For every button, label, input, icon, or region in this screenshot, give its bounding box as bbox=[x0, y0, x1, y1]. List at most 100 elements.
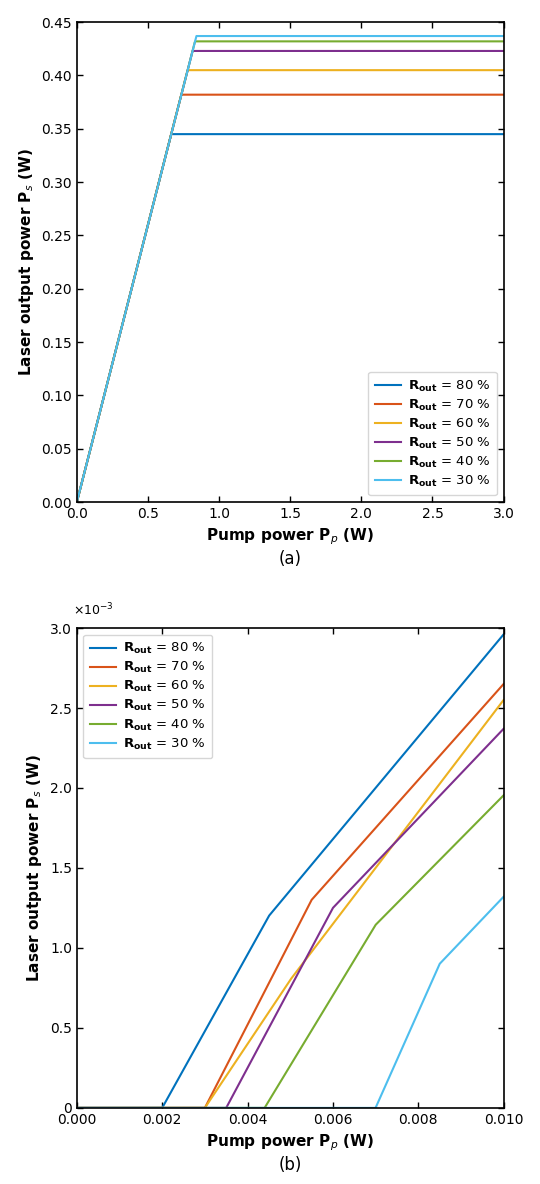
$\mathbf{R_{out}}$ = 80 % bbox=[415, 127, 421, 141]
Line: $\mathbf{R_{out}}$ = 60 %: $\mathbf{R_{out}}$ = 60 % bbox=[77, 70, 504, 502]
$\mathbf{R_{out}}$ = 80 % bbox=[247, 127, 253, 141]
$\mathbf{R_{out}}$ = 60 % bbox=[73, 495, 80, 509]
$\mathbf{R_{out}}$ = 30 % bbox=[193, 28, 200, 43]
$\mathbf{R_{out}}$ = 70 % bbox=[281, 946, 288, 960]
$\mathbf{R_{out}}$ = 40 % bbox=[410, 880, 416, 894]
Line: $\mathbf{R_{out}}$ = 80 %: $\mathbf{R_{out}}$ = 80 % bbox=[77, 134, 504, 502]
$\mathbf{R_{out}}$ = 50 % bbox=[407, 44, 413, 58]
$\mathbf{R_{out}}$ = 50 % bbox=[190, 44, 196, 58]
$\mathbf{R_{out}}$ = 40 % bbox=[117, 326, 124, 340]
$\mathbf{R_{out}}$ = 70 % bbox=[247, 88, 253, 102]
$\mathbf{R_{out}}$ = 30 % bbox=[73, 495, 80, 509]
$\mathbf{R_{out}}$ = 40 % bbox=[501, 34, 507, 49]
$\mathbf{R_{out}}$ = 30 % bbox=[270, 1101, 276, 1115]
$\mathbf{R_{out}}$ = 50 % bbox=[410, 817, 416, 831]
Y-axis label: Laser output power P$_{s}$ (W): Laser output power P$_{s}$ (W) bbox=[25, 754, 44, 982]
$\mathbf{R_{out}}$ = 50 % bbox=[415, 44, 421, 58]
Line: $\mathbf{R_{out}}$ = 30 %: $\mathbf{R_{out}}$ = 30 % bbox=[77, 36, 504, 502]
$\mathbf{R_{out}}$ = 80 % bbox=[96, 1101, 102, 1115]
$\mathbf{R_{out}}$ = 50 % bbox=[367, 44, 374, 58]
$\mathbf{R_{out}}$ = 70 % bbox=[367, 88, 374, 102]
$\mathbf{R_{out}}$ = 50 % bbox=[73, 1101, 80, 1115]
$\mathbf{R_{out}}$ = 60 % bbox=[96, 1101, 102, 1115]
$\mathbf{R_{out}}$ = 60 % bbox=[501, 63, 507, 77]
Line: $\mathbf{R_{out}}$ = 60 %: $\mathbf{R_{out}}$ = 60 % bbox=[77, 700, 504, 1108]
$\mathbf{R_{out}}$ = 80 % bbox=[407, 127, 413, 141]
$\mathbf{R_{out}}$ = 30 % bbox=[281, 1101, 288, 1115]
$\mathbf{R_{out}}$ = 40 % bbox=[407, 34, 413, 49]
$\mathbf{R_{out}}$ = 50 % bbox=[262, 44, 268, 58]
$\mathbf{R_{out}}$ = 30 % bbox=[407, 28, 413, 43]
$\mathbf{R_{out}}$ = 40 % bbox=[367, 34, 374, 49]
$\mathbf{R_{out}}$ = 70 % bbox=[410, 779, 416, 793]
Line: $\mathbf{R_{out}}$ = 40 %: $\mathbf{R_{out}}$ = 40 % bbox=[77, 796, 504, 1108]
$\mathbf{R_{out}}$ = 60 % bbox=[73, 1101, 80, 1115]
$\mathbf{R_{out}}$ = 60 % bbox=[501, 693, 507, 707]
Line: $\mathbf{R_{out}}$ = 70 %: $\mathbf{R_{out}}$ = 70 % bbox=[77, 684, 504, 1108]
$\mathbf{R_{out}}$ = 30 % bbox=[410, 1017, 416, 1031]
$\mathbf{R_{out}}$ = 70 % bbox=[178, 88, 185, 102]
Line: $\mathbf{R_{out}}$ = 50 %: $\mathbf{R_{out}}$ = 50 % bbox=[77, 729, 504, 1108]
$\mathbf{R_{out}}$ = 80 % bbox=[262, 127, 268, 141]
$\mathbf{R_{out}}$ = 80 % bbox=[168, 127, 174, 141]
Text: $\times 10^{-3}$: $\times 10^{-3}$ bbox=[72, 601, 113, 618]
$\mathbf{R_{out}}$ = 30 % bbox=[367, 28, 374, 43]
Line: $\mathbf{R_{out}}$ = 80 %: $\mathbf{R_{out}}$ = 80 % bbox=[77, 635, 504, 1108]
$\mathbf{R_{out}}$ = 60 % bbox=[117, 326, 124, 340]
$\mathbf{R_{out}}$ = 70 % bbox=[117, 326, 124, 340]
$\mathbf{R_{out}}$ = 80 % bbox=[488, 643, 494, 657]
$\mathbf{R_{out}}$ = 60 % bbox=[367, 63, 374, 77]
$\mathbf{R_{out}}$ = 30 % bbox=[117, 326, 124, 340]
$\mathbf{R_{out}}$ = 70 % bbox=[96, 1101, 102, 1115]
$\mathbf{R_{out}}$ = 70 % bbox=[262, 88, 268, 102]
$\mathbf{R_{out}}$ = 60 % bbox=[415, 63, 421, 77]
X-axis label: Pump power P$_{p}$ (W): Pump power P$_{p}$ (W) bbox=[206, 1132, 374, 1153]
$\mathbf{R_{out}}$ = 70 % bbox=[501, 88, 507, 102]
$\mathbf{R_{out}}$ = 40 % bbox=[73, 1101, 80, 1115]
$\mathbf{R_{out}}$ = 40 % bbox=[488, 802, 494, 816]
$\mathbf{R_{out}}$ = 30 % bbox=[262, 28, 268, 43]
$\mathbf{R_{out}}$ = 80 % bbox=[410, 736, 416, 751]
$\mathbf{R_{out}}$ = 70 % bbox=[270, 969, 276, 983]
$\mathbf{R_{out}}$ = 40 % bbox=[96, 1101, 102, 1115]
X-axis label: Pump power P$_{p}$ (W): Pump power P$_{p}$ (W) bbox=[206, 527, 374, 547]
$\mathbf{R_{out}}$ = 50 % bbox=[73, 495, 80, 509]
$\mathbf{R_{out}}$ = 60 % bbox=[247, 63, 253, 77]
$\mathbf{R_{out}}$ = 80 % bbox=[281, 890, 288, 905]
$\mathbf{R_{out}}$ = 70 % bbox=[73, 495, 80, 509]
Text: (a): (a) bbox=[279, 551, 302, 568]
$\mathbf{R_{out}}$ = 70 % bbox=[73, 1101, 80, 1115]
$\mathbf{R_{out}}$ = 40 % bbox=[270, 1087, 276, 1101]
$\mathbf{R_{out}}$ = 80 % bbox=[367, 127, 374, 141]
$\mathbf{R_{out}}$ = 30 % bbox=[73, 1101, 80, 1115]
$\mathbf{R_{out}}$ = 80 % bbox=[501, 127, 507, 141]
$\mathbf{R_{out}}$ = 60 % bbox=[407, 63, 413, 77]
$\mathbf{R_{out}}$ = 40 % bbox=[281, 1068, 288, 1082]
$\mathbf{R_{out}}$ = 30 % bbox=[96, 1101, 102, 1115]
$\mathbf{R_{out}}$ = 70 % bbox=[488, 691, 494, 706]
Y-axis label: Laser output power P$_{s}$ (W): Laser output power P$_{s}$ (W) bbox=[17, 148, 36, 377]
$\mathbf{R_{out}}$ = 60 % bbox=[185, 63, 191, 77]
$\mathbf{R_{out}}$ = 60 % bbox=[270, 998, 276, 1012]
Line: $\mathbf{R_{out}}$ = 50 %: $\mathbf{R_{out}}$ = 50 % bbox=[77, 51, 504, 502]
$\mathbf{R_{out}}$ = 60 % bbox=[488, 709, 494, 723]
$\mathbf{R_{out}}$ = 30 % bbox=[501, 889, 507, 903]
$\mathbf{R_{out}}$ = 80 % bbox=[73, 495, 80, 509]
$\mathbf{R_{out}}$ = 50 % bbox=[247, 44, 253, 58]
$\mathbf{R_{out}}$ = 70 % bbox=[415, 88, 421, 102]
$\mathbf{R_{out}}$ = 30 % bbox=[488, 903, 494, 918]
$\mathbf{R_{out}}$ = 80 % bbox=[73, 1101, 80, 1115]
$\mathbf{R_{out}}$ = 60 % bbox=[262, 63, 268, 77]
Legend: $\mathbf{R_{out}}$ = 80 %, $\mathbf{R_{out}}$ = 70 %, $\mathbf{R_{out}}$ = 60 %,: $\mathbf{R_{out}}$ = 80 %, $\mathbf{R_{o… bbox=[84, 635, 212, 758]
$\mathbf{R_{out}}$ = 70 % bbox=[407, 88, 413, 102]
$\mathbf{R_{out}}$ = 30 % bbox=[501, 28, 507, 43]
$\mathbf{R_{out}}$ = 30 % bbox=[247, 28, 253, 43]
Legend: $\mathbf{R_{out}}$ = 80 %, $\mathbf{R_{out}}$ = 70 %, $\mathbf{R_{out}}$ = 60 %,: $\mathbf{R_{out}}$ = 80 %, $\mathbf{R_{o… bbox=[368, 372, 497, 495]
$\mathbf{R_{out}}$ = 50 % bbox=[281, 992, 288, 1006]
$\mathbf{R_{out}}$ = 50 % bbox=[270, 1014, 276, 1028]
$\mathbf{R_{out}}$ = 50 % bbox=[117, 326, 124, 340]
$\mathbf{R_{out}}$ = 60 % bbox=[488, 709, 495, 723]
$\mathbf{R_{out}}$ = 40 % bbox=[488, 800, 495, 815]
$\mathbf{R_{out}}$ = 80 % bbox=[117, 326, 124, 340]
$\mathbf{R_{out}}$ = 40 % bbox=[247, 34, 253, 49]
